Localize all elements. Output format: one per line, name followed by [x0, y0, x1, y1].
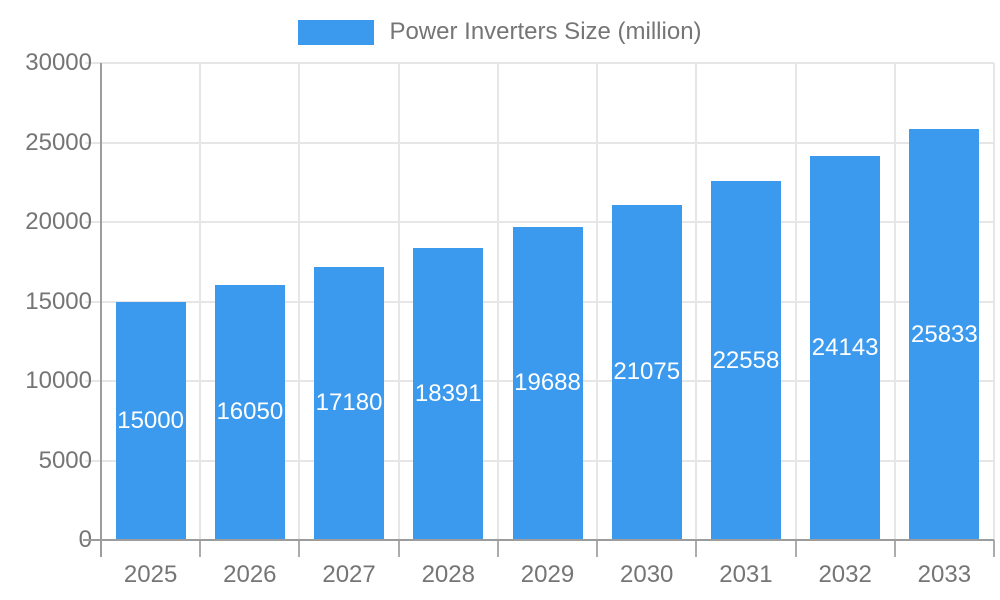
x-axis-tick-label: 2025: [123, 561, 178, 588]
x-axis-tick-label: 2026: [223, 561, 277, 588]
legend-item-power-inverters[interactable]: Power Inverters Size (million): [298, 18, 702, 46]
x-gridline: [893, 63, 896, 540]
bar-value-label: 15000: [117, 406, 184, 434]
x-axis-tick: [695, 540, 698, 557]
bar-2032[interactable]: 24143: [810, 156, 881, 540]
legend-swatch-icon: [298, 19, 375, 45]
x-gridline: [596, 63, 599, 540]
bar-value-label: 24143: [811, 334, 879, 362]
bar-value-label: 18391: [414, 379, 482, 407]
x-gridline: [199, 63, 202, 540]
bar-2025[interactable]: 15000: [115, 301, 186, 540]
x-axis-tick-label: 2030: [620, 561, 674, 588]
x-axis-tick: [893, 540, 896, 557]
y-gridline: [85, 62, 994, 64]
bar-value-label: 19688: [514, 369, 581, 397]
bar-2028[interactable]: 18391: [413, 247, 484, 540]
x-axis-tick: [794, 540, 797, 557]
legend-label: Power Inverters Size (million): [389, 18, 702, 45]
y-axis-tick-label: 15000: [25, 287, 92, 315]
bar-value-label: 21075: [613, 358, 681, 386]
y-axis-tick-label: 30000: [25, 49, 92, 76]
x-axis-tick-label: 2028: [421, 561, 475, 588]
bar-value-label: 16050: [216, 398, 284, 426]
x-axis-tick-label: 2029: [520, 561, 575, 588]
x-axis-tick: [496, 540, 499, 557]
x-axis-tick-label: 2031: [719, 561, 773, 588]
y-axis-line: [100, 63, 102, 557]
bar-2027[interactable]: 17180: [314, 266, 385, 540]
bar-2031[interactable]: 22558: [710, 181, 781, 540]
x-axis-tick: [397, 540, 400, 557]
bar-2029[interactable]: 19688: [512, 226, 583, 540]
y-axis-tick-label: 5000: [38, 446, 92, 474]
x-gridline: [298, 63, 301, 540]
x-axis-tick-label: 2033: [917, 561, 972, 588]
y-axis-tick-label: 25000: [25, 128, 92, 156]
x-axis-tick: [993, 540, 995, 557]
x-axis-tick: [298, 540, 301, 557]
y-gridline: [85, 141, 994, 144]
x-axis-tick-label: 2027: [322, 561, 376, 588]
chart-legend: Power Inverters Size (million): [0, 18, 1000, 46]
x-axis-tick: [199, 540, 202, 557]
bar-2026[interactable]: 16050: [214, 284, 285, 540]
x-axis-line: [83, 539, 994, 541]
bar-2030[interactable]: 21075: [611, 204, 682, 540]
bar-2033[interactable]: 25833: [909, 129, 980, 540]
x-axis-tick: [596, 540, 599, 557]
x-gridline: [695, 63, 698, 540]
x-gridline: [397, 63, 400, 540]
bar-value-label: 17180: [315, 389, 383, 417]
y-axis-tick-label: 20000: [25, 208, 92, 235]
y-gridline: [85, 221, 994, 223]
bar-value-label: 25833: [911, 320, 978, 348]
y-axis-tick-label: 10000: [25, 367, 92, 394]
x-gridline: [993, 63, 995, 540]
x-gridline: [496, 63, 499, 540]
x-axis-tick-label: 2032: [818, 561, 872, 588]
x-gridline: [794, 63, 797, 540]
bar-value-label: 22558: [712, 346, 780, 374]
y-axis-tick-label: 0: [78, 526, 92, 553]
